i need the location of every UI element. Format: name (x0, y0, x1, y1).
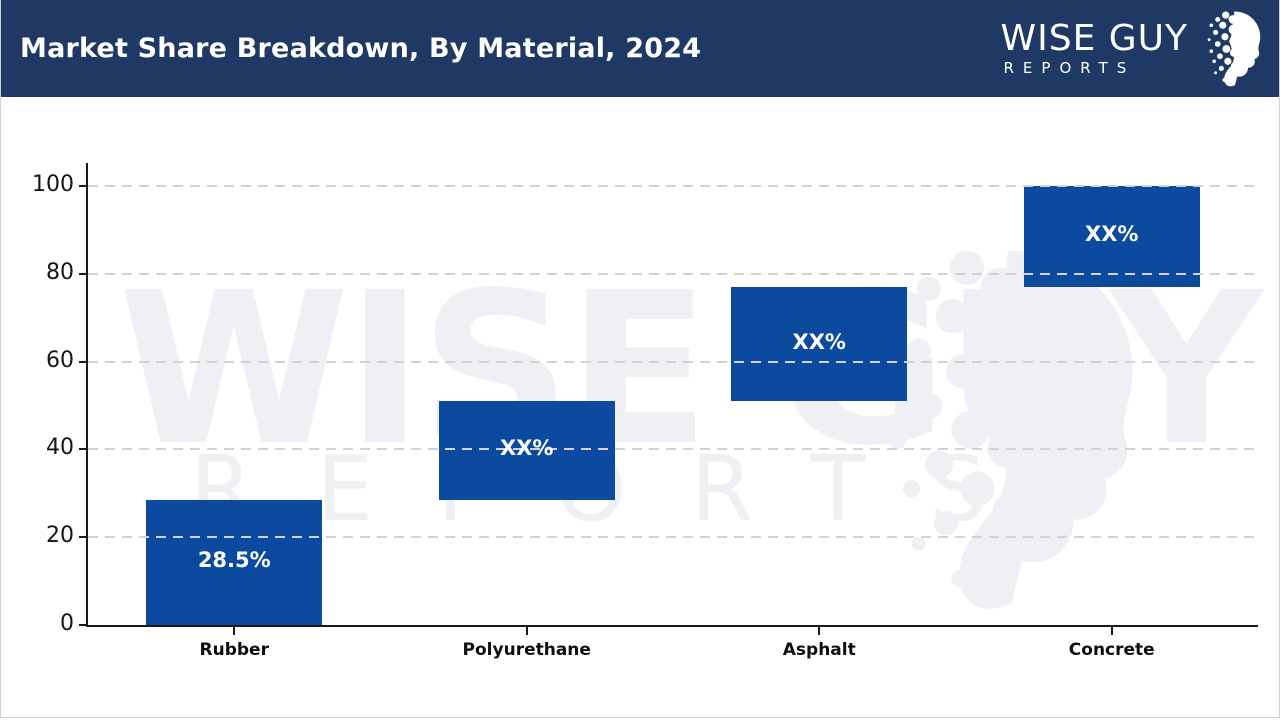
x-tick-label: Rubber (199, 640, 269, 660)
y-tick (79, 536, 88, 539)
brand-logo-text: WISE GUY REPORTS (1001, 21, 1189, 76)
y-tick (79, 185, 88, 187)
logo-tagline: REPORTS (1003, 59, 1136, 77)
gridline (88, 185, 1258, 187)
logo-face-icon (1207, 11, 1261, 86)
logo-wordmark: WISE GUY (1000, 18, 1188, 59)
x-tick-label: Concrete (1068, 640, 1155, 660)
y-tick (79, 448, 88, 451)
x-tick (233, 627, 236, 635)
x-tick-label: Polyurethane (462, 640, 591, 660)
bar-rubber (146, 499, 323, 625)
bar-value-label: XX% (500, 436, 554, 461)
y-tick (79, 360, 88, 363)
gridline (88, 360, 1258, 363)
y-tick-label: 40 (46, 435, 74, 461)
bar-value-label: XX% (1085, 222, 1139, 247)
y-tick-label: 80 (46, 259, 74, 285)
y-tick (79, 624, 88, 626)
gridline (88, 536, 1258, 539)
bar-concrete (1023, 186, 1200, 287)
brand-logo: WISE GUY REPORTS (1001, 9, 1280, 89)
y-tick-label: 0 (60, 611, 74, 636)
y-tick-label: 100 (32, 172, 74, 197)
y-tick-label: 60 (46, 347, 74, 373)
y-tick (79, 272, 88, 275)
x-tick (1110, 627, 1113, 635)
x-tick-label: Asphalt (782, 640, 856, 660)
y-tick-label: 20 (46, 523, 74, 549)
page-title: Market Share Breakdown, By Material, 202… (20, 33, 702, 64)
bar-value-label: 28.5% (197, 548, 271, 573)
y-axis-line (86, 163, 88, 627)
bar-value-label: XX% (792, 330, 846, 355)
bar-polyurethane (438, 401, 615, 500)
bar-asphalt (731, 286, 908, 402)
x-axis-line (86, 625, 1258, 627)
header-bar: Market Share Breakdown, By Material, 202… (0, 0, 1280, 97)
gridline (88, 272, 1258, 275)
x-tick (525, 627, 528, 635)
x-tick (818, 627, 821, 635)
gridline (88, 448, 1258, 451)
